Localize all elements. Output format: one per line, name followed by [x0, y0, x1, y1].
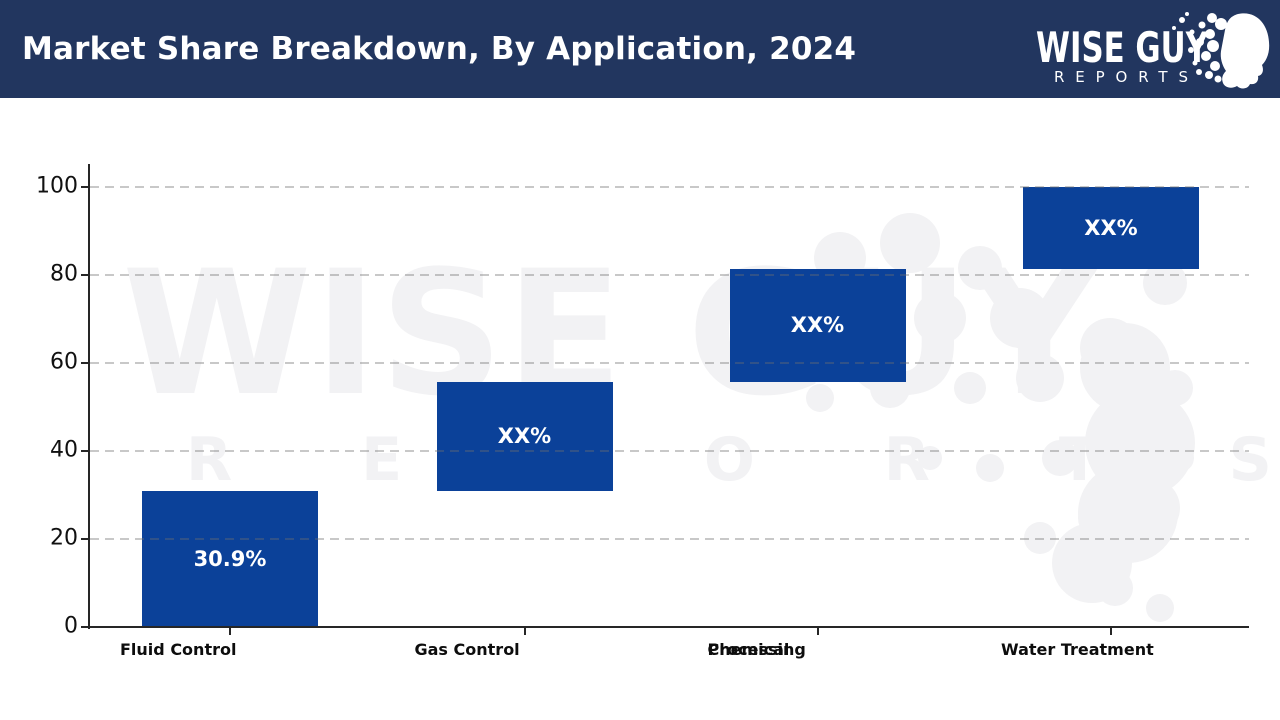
y-tick-label-60: 60	[50, 349, 78, 375]
x-tick-label-line: Chemical	[707, 640, 790, 659]
x-tick-label-line: Processing	[707, 640, 806, 659]
y-tick-mark-0	[81, 626, 89, 628]
header: Market Share Breakdown, By Application, …	[0, 0, 1280, 98]
wiseguy-logo-face-icon	[1172, 12, 1270, 89]
x-tick-mark-0	[229, 628, 231, 635]
y-tick-label-20: 20	[50, 525, 78, 551]
x-tick-label-line: Fluid Control	[120, 640, 237, 659]
bar-value-label-3: XX%	[1084, 215, 1138, 240]
y-tick-mark-20	[81, 538, 89, 540]
bar-1	[436, 381, 613, 492]
y-tick-label-40: 40	[50, 437, 78, 463]
wiseguy-logo-graphic: WISE GUY REPORTS	[1036, 12, 1270, 89]
chart-title: Market Share Breakdown, By Application, …	[22, 31, 857, 67]
y-tick-mark-100	[81, 186, 89, 188]
gridline-80	[90, 274, 1249, 276]
y-tick-label-80: 80	[50, 261, 78, 287]
gridline-20	[90, 538, 1249, 540]
y-axis-line	[88, 164, 90, 629]
wiseguy-logo: WISE GUY REPORTS	[1022, 6, 1270, 92]
bar-value-label-0: 30.9%	[193, 547, 267, 572]
y-tick-mark-80	[81, 274, 89, 276]
gridline-40	[90, 450, 1249, 452]
bar-2	[729, 268, 906, 382]
x-tick-label-line: Water Treatment	[1001, 640, 1154, 659]
y-tick-mark-60	[81, 362, 89, 364]
y-tick-label-100: 100	[36, 173, 78, 199]
gridline-100	[90, 186, 1249, 188]
y-tick-label-0: 0	[64, 613, 78, 639]
bar-3	[1023, 187, 1199, 269]
x-axis-line	[88, 626, 1249, 628]
chart-area: WISE GUY R E P O R T S	[0, 98, 1280, 720]
x-tick-mark-2	[816, 628, 819, 635]
bar-value-label-2: XX%	[790, 313, 845, 338]
bar-0	[142, 491, 318, 627]
x-tick-mark-1	[523, 628, 526, 635]
bar-value-label-1: XX%	[497, 424, 552, 449]
wiseguy-logo-text: WISE GUY	[1036, 23, 1208, 72]
gridline-60	[90, 362, 1249, 364]
x-tick-label-line: Gas Control	[414, 640, 520, 659]
y-tick-mark-40	[81, 450, 89, 452]
x-tick-mark-3	[1110, 628, 1112, 635]
